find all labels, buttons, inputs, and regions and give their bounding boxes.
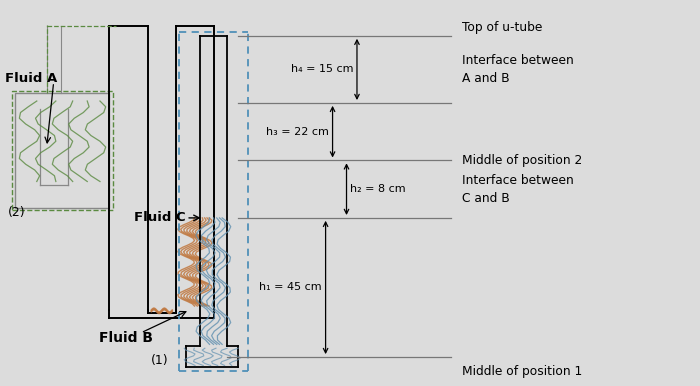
Text: h₂ = 8 cm: h₂ = 8 cm: [350, 184, 405, 194]
Text: Middle of position 2: Middle of position 2: [461, 154, 582, 167]
Text: Fluid A: Fluid A: [5, 71, 57, 85]
Text: h₁ = 45 cm: h₁ = 45 cm: [260, 283, 322, 293]
Text: Fluid B: Fluid B: [99, 332, 153, 345]
Text: Interface between
A and B: Interface between A and B: [461, 54, 573, 85]
Text: Fluid C: Fluid C: [134, 212, 186, 224]
Text: Middle of position 1: Middle of position 1: [461, 365, 582, 378]
Text: h₃ = 22 cm: h₃ = 22 cm: [266, 127, 329, 137]
Text: h₄ = 15 cm: h₄ = 15 cm: [291, 64, 354, 74]
Text: (2): (2): [8, 206, 26, 219]
Text: Interface between
C and B: Interface between C and B: [461, 174, 573, 205]
Text: Top of u-tube: Top of u-tube: [461, 21, 542, 34]
Text: (1): (1): [151, 354, 169, 367]
